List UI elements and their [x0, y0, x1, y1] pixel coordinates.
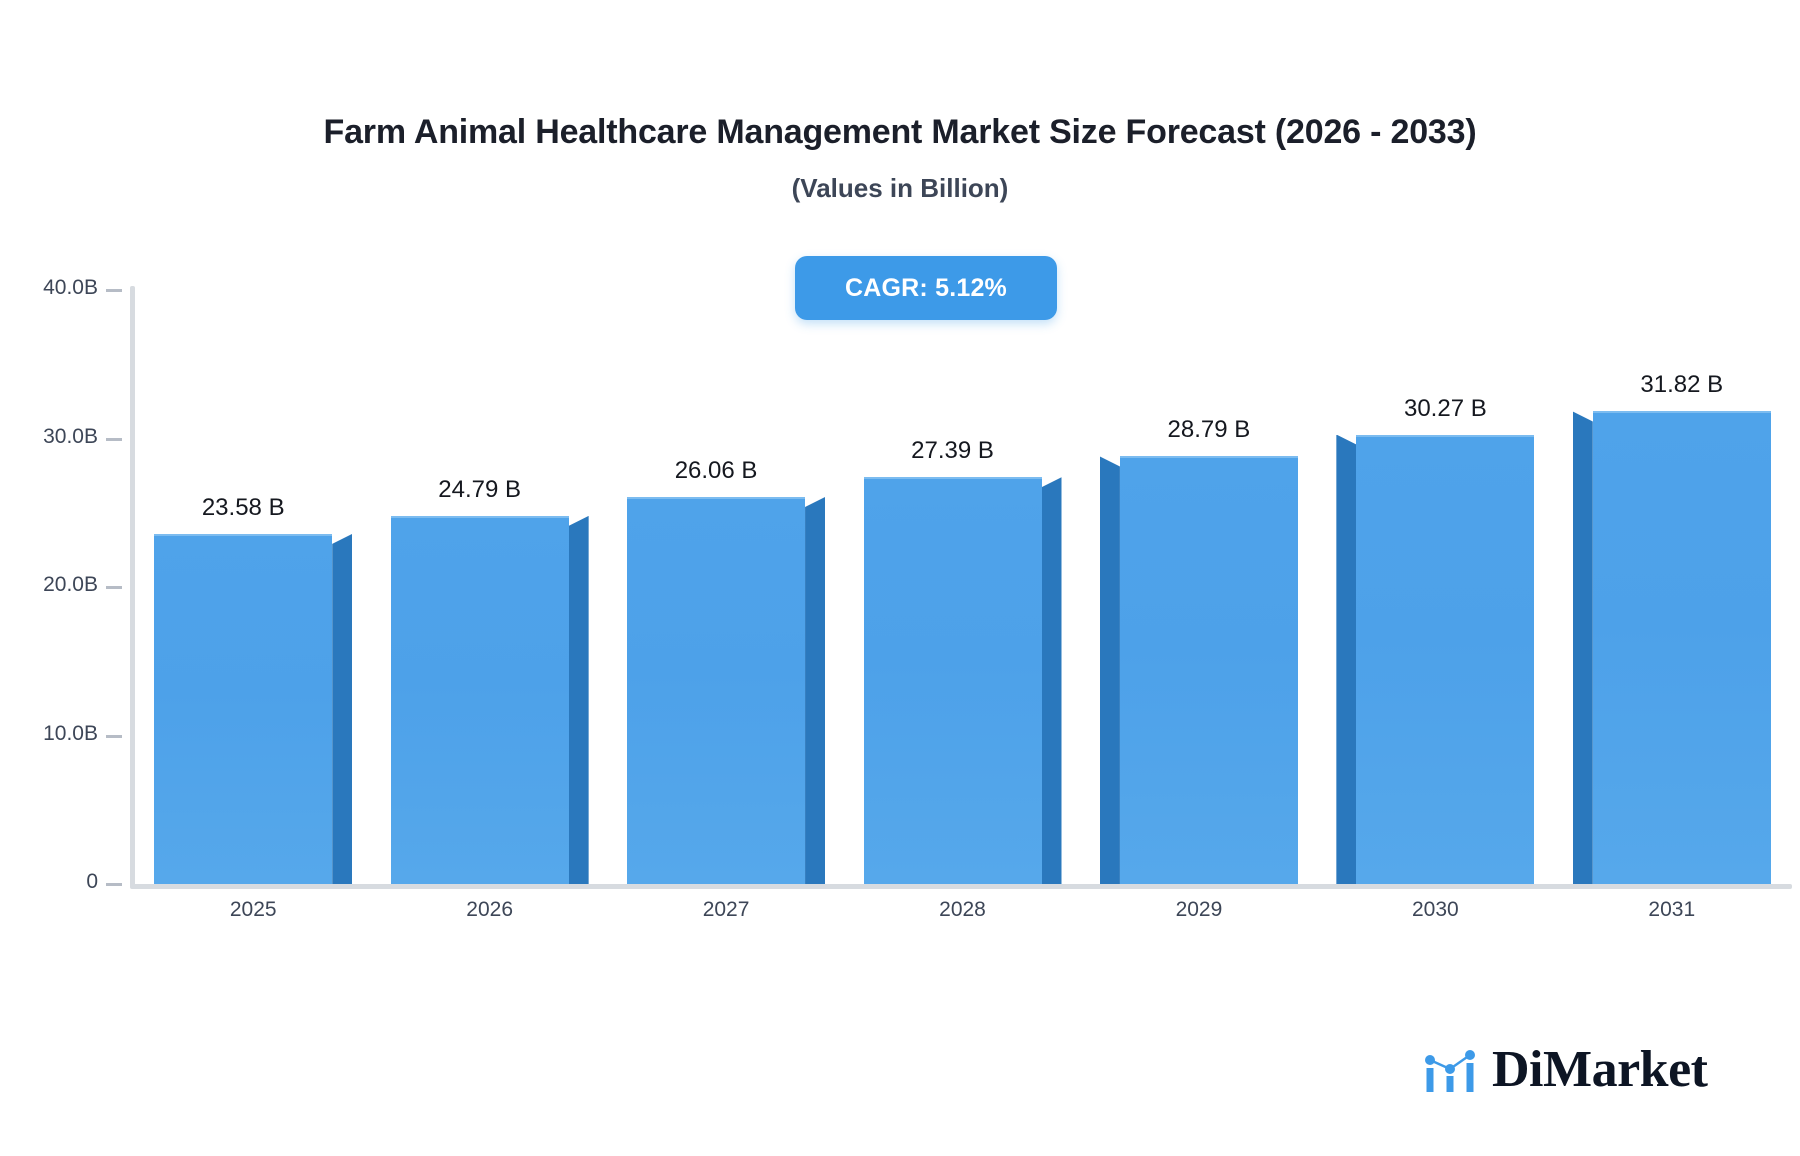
bar-3d-side-face [1099, 456, 1120, 884]
y-axis-tick-mark [106, 437, 122, 441]
y-axis-tick-mark [106, 289, 122, 292]
y-axis-line [130, 286, 135, 888]
x-axis-tick-label: 2029 [1175, 898, 1223, 921]
y-axis-tick-mark [106, 883, 122, 886]
bar-3d-side-face [332, 533, 353, 884]
bar-3d-side-face [1041, 477, 1062, 884]
x-axis-tick-label: 2025 [229, 898, 277, 921]
y-axis-tick-mark [106, 586, 122, 589]
bar-front-face [390, 515, 569, 884]
y-axis-tick-mark [106, 734, 122, 738]
bar-value-label: 31.82 B [1640, 371, 1724, 399]
bar-3d-side-face [1336, 434, 1357, 884]
x-axis-tick-label: 2026 [466, 898, 513, 921]
bar-front-face [1592, 411, 1771, 884]
bar-column[interactable]: 27.39 B [863, 437, 1062, 884]
bar-front-face [863, 477, 1042, 884]
bar-value-label: 26.06 B [674, 457, 758, 485]
bar-column[interactable]: 28.79 B [1099, 416, 1298, 884]
bar-front-face [1356, 434, 1535, 884]
y-axis-tick-label: 0 [86, 870, 98, 893]
bar-front-face [1119, 456, 1298, 884]
bar-value-label: 27.39 B [911, 437, 994, 465]
x-axis-line [130, 884, 1792, 889]
bar-value-label: 28.79 B [1167, 416, 1251, 444]
bar-3d-side-face [568, 515, 589, 884]
x-axis-tick-label: 2030 [1411, 898, 1459, 921]
x-axis-tick-label: 2027 [702, 898, 750, 921]
cagr-badge: CAGR: 5.12% [795, 256, 1057, 320]
bar-value-label: 30.27 B [1403, 394, 1487, 422]
page-title: Farm Animal Healthcare Management Market… [323, 113, 1477, 151]
chart-subtitle: (Values in Billion) [791, 173, 1009, 203]
bar-value-label: 24.79 B [438, 475, 522, 503]
x-axis-tick-label: 2031 [1648, 898, 1696, 921]
bar-column[interactable]: 30.27 B [1336, 395, 1535, 884]
bar-column[interactable]: 23.58 B [154, 494, 353, 884]
bar-front-face [154, 533, 333, 884]
bar-column[interactable]: 26.06 B [627, 457, 826, 884]
y-axis-tick-label: 30.0B [43, 424, 98, 448]
dimarket-logo: DiMarket [1424, 1041, 1708, 1098]
bar-column[interactable]: 31.82 B [1572, 371, 1771, 884]
cagr-badge-label: CAGR: 5.12% [845, 273, 1007, 302]
logo-text: DiMarket [1492, 1041, 1708, 1098]
bar-3d-side-face [1572, 411, 1593, 884]
x-axis-tick-label: 2028 [939, 898, 986, 921]
y-axis-tick-label: 40.0B [43, 276, 98, 299]
bar-column[interactable]: 24.79 B [390, 476, 589, 884]
bar-value-label: 23.58 B [201, 493, 285, 521]
y-axis-tick-label: 20.0B [43, 573, 98, 596]
bar-3d-side-face [805, 497, 826, 884]
y-axis-tick-label: 10.0B [43, 721, 98, 745]
bar-front-face [627, 497, 806, 884]
bar-chart-trend-icon [1425, 1050, 1475, 1092]
